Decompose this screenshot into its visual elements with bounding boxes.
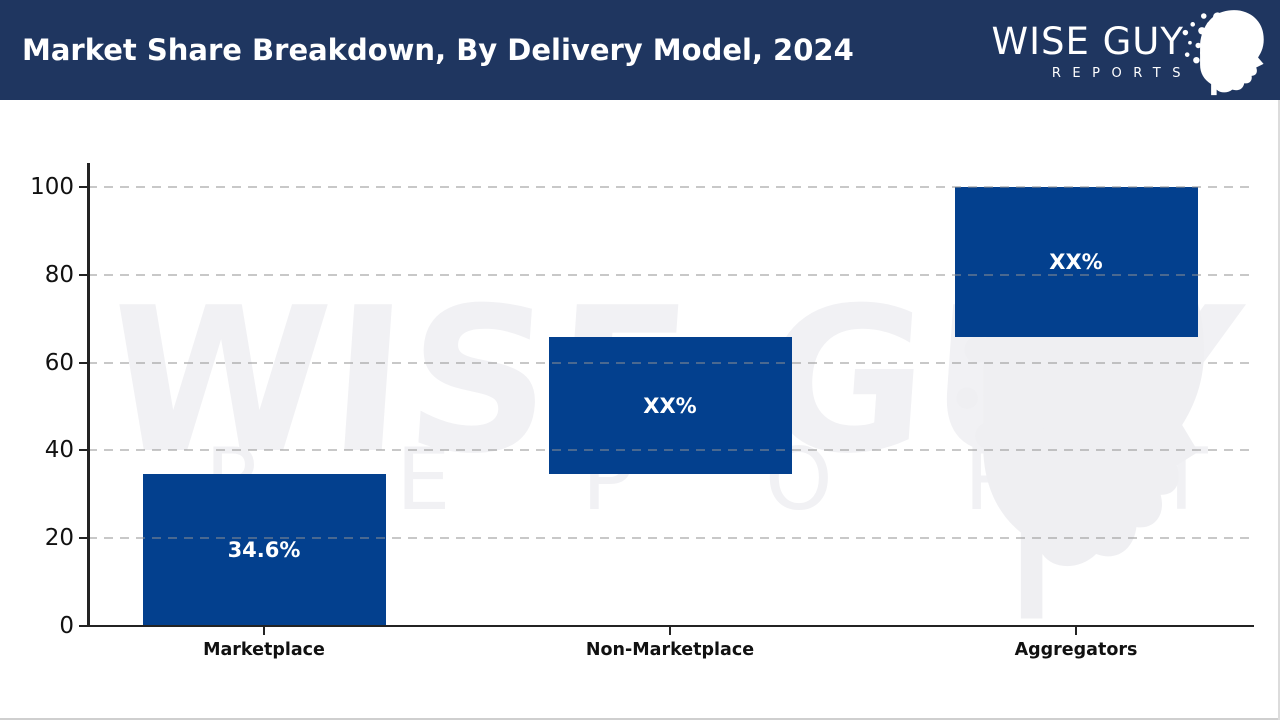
x-axis-tick (263, 627, 265, 635)
x-axis-tick (1075, 627, 1077, 635)
page-bottom-border (0, 718, 1280, 720)
x-axis-category-label: Marketplace (203, 640, 325, 660)
y-gridline (88, 273, 1253, 276)
y-axis-tick-label: 20 (44, 525, 74, 552)
x-axis-tick (669, 627, 671, 635)
bar-value-label: 34.6% (227, 538, 301, 563)
y-axis-tick (79, 449, 88, 452)
y-axis-tick (79, 186, 88, 188)
bar-value-label: XX% (1049, 250, 1103, 275)
x-axis-category-label: Aggregators (1014, 640, 1138, 660)
page-right-border (1278, 100, 1280, 720)
brand-subtitle: REPORTS (1051, 65, 1192, 81)
y-axis-tick-label: 60 (44, 349, 74, 376)
x-axis-line (87, 624, 1254, 627)
x-axis-category-label: Non-Marketplace (585, 640, 755, 660)
y-axis-tick-label: 80 (44, 261, 74, 288)
bar-value-label: XX% (643, 393, 697, 418)
brand-logo-text: WISE GUY REPORTS (991, 20, 1184, 81)
bar-marketplace (142, 474, 386, 626)
y-gridline (88, 449, 1253, 452)
chart-plot-area: WISE GUY R E P O R T S 02040608010034.6%… (0, 100, 1280, 720)
y-gridline (88, 186, 1253, 188)
bar-aggregators (954, 187, 1198, 338)
y-axis-tick (79, 537, 88, 540)
y-axis-tick (79, 361, 88, 364)
y-axis-tick (79, 273, 88, 276)
y-gridline (88, 537, 1253, 540)
y-gridline (88, 361, 1253, 364)
brand-face-icon (1182, 10, 1264, 96)
y-axis-line (87, 163, 90, 627)
header-banner: Market Share Breakdown, By Delivery Mode… (0, 0, 1280, 100)
brand-name: WISE GUY (991, 20, 1184, 63)
y-axis-tick-label: 0 (59, 613, 74, 639)
brand-logo: WISE GUY REPORTS (944, 0, 1274, 100)
y-axis-tick-label: 100 (30, 174, 74, 200)
y-axis-tick-label: 40 (44, 437, 74, 464)
y-axis-tick (79, 625, 88, 627)
chart-title: Market Share Breakdown, By Delivery Mode… (22, 33, 854, 67)
